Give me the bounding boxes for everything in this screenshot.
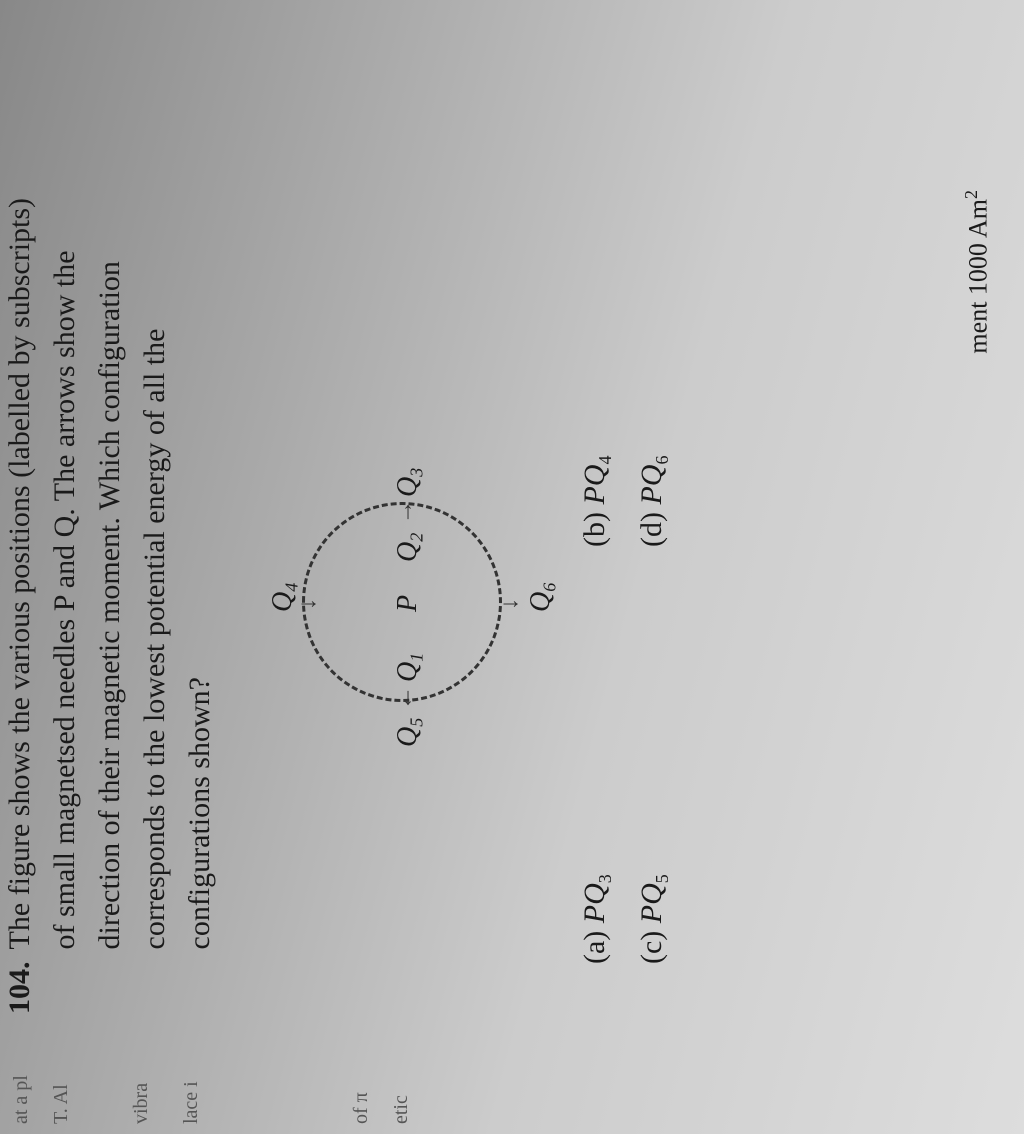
option-a: (a) PQ3: [572, 607, 619, 964]
diagram-container: Q4 ↓ Q5 ← Q1 P Q2 → Q3 ↓: [252, 190, 552, 1014]
option-c: (c) PQ5: [629, 607, 676, 964]
margin-t2: T. Al: [50, 1084, 73, 1124]
label-q5: Q5: [387, 718, 431, 747]
arrow-q2: →: [387, 500, 423, 524]
question-text: The figure shows the various positions (…: [0, 190, 222, 950]
label-q1: Q1: [387, 653, 431, 682]
label-q2: Q2: [387, 533, 431, 562]
margin-t6: etic: [390, 1095, 413, 1124]
option-b: (b) PQ4: [572, 190, 619, 547]
margin-t3: vibra: [130, 1083, 153, 1124]
arrow-q5: ←: [387, 686, 423, 710]
diagram: Q4 ↓ Q5 ← Q1 P Q2 → Q3 ↓: [252, 452, 552, 752]
question-number: 104.: [0, 962, 42, 1015]
label-q3: Q3: [387, 468, 431, 497]
options-grid: (a) PQ3 (b) PQ4 (c) PQ5 (d) PQ6: [572, 190, 676, 1014]
question-block: 104. The figure shows the various positi…: [0, 190, 222, 1014]
margin-t5: of π: [350, 1092, 373, 1124]
footer-fragment: ment 1000 Am2: [961, 190, 994, 354]
margin-t1: at a pl: [10, 1075, 33, 1124]
arrow-q4: ↓: [290, 598, 326, 610]
margin-t4: lace i: [180, 1081, 203, 1124]
label-q6: Q6: [520, 583, 564, 612]
label-p: P: [387, 595, 429, 612]
option-d: (d) PQ6: [629, 190, 676, 547]
